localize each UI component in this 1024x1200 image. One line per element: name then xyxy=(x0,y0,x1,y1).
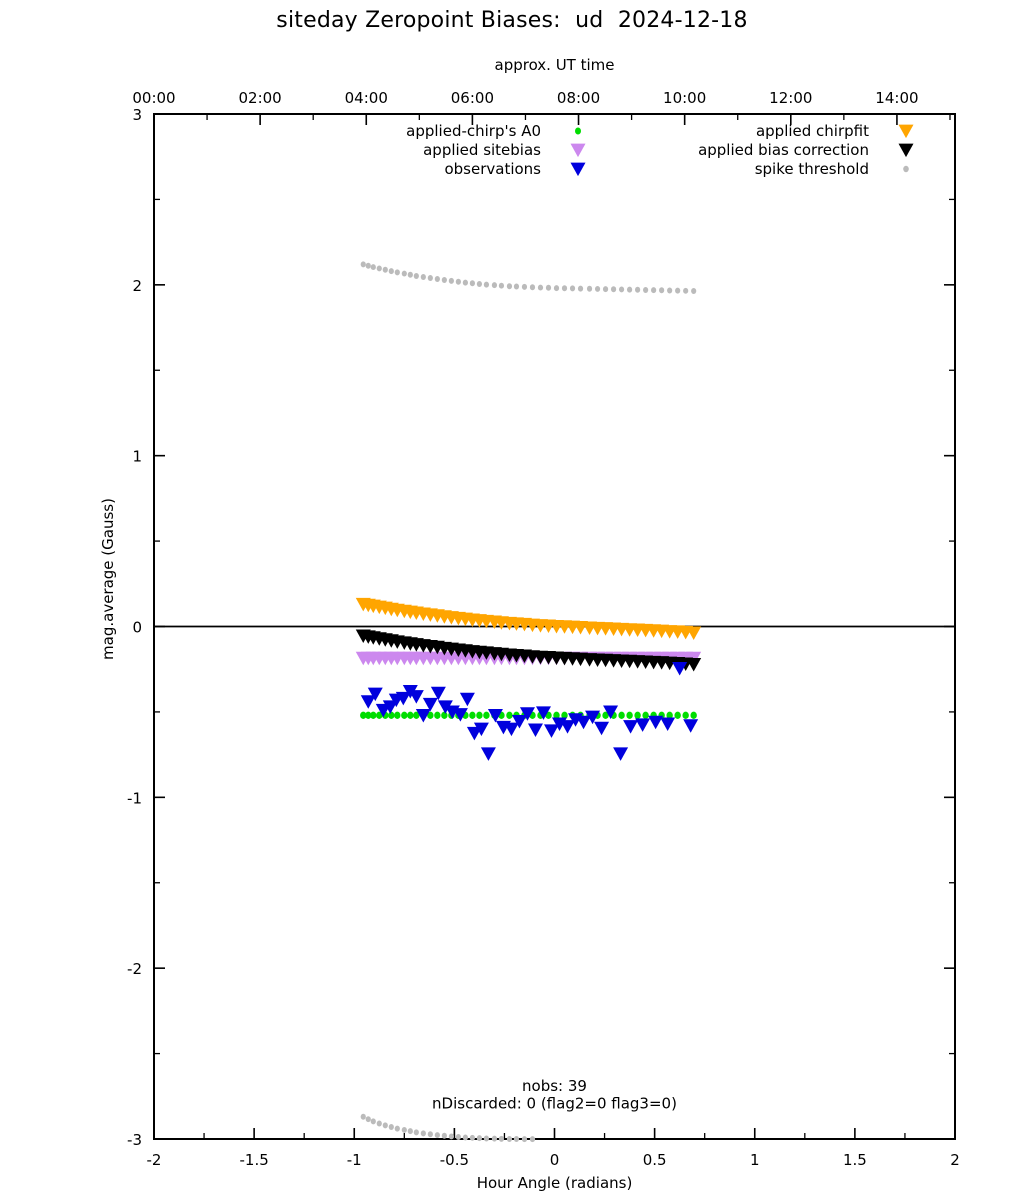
series-observations xyxy=(360,661,699,761)
svg-text:-1: -1 xyxy=(127,789,142,807)
bottom-axis-ticks: -2 -1.5 -1 -0.5 0 0.5 1 1.5 2 xyxy=(147,1128,960,1169)
series-applied-bias-correction xyxy=(355,629,702,672)
x-axis-label: Hour Angle (radians) xyxy=(476,1174,633,1192)
svg-text:1: 1 xyxy=(132,448,142,466)
legend-label: observations xyxy=(444,160,541,178)
svg-text:-2: -2 xyxy=(127,960,142,978)
legend-item-observations[interactable]: observations xyxy=(444,160,586,178)
svg-text:04:00: 04:00 xyxy=(345,89,388,107)
legend-label: applied bias correction xyxy=(698,141,869,159)
legend-label: applied sitebias xyxy=(423,141,541,159)
svg-text:1.5: 1.5 xyxy=(843,1151,867,1169)
page-title: siteday Zeropoint Biases: ud 2024-12-18 xyxy=(276,8,748,33)
annotation-nobs: nobs: 39 xyxy=(522,1077,587,1095)
svg-text:06:00: 06:00 xyxy=(451,89,494,107)
svg-text:00:00: 00:00 xyxy=(132,89,175,107)
series-spike-threshold-upper xyxy=(360,261,697,294)
svg-text:0.5: 0.5 xyxy=(643,1151,667,1169)
svg-text:1: 1 xyxy=(750,1151,760,1169)
legend-label: applied chirpfit xyxy=(756,122,869,140)
legend-item-applied-chirpfit[interactable]: applied chirpfit xyxy=(756,122,914,140)
svg-text:-1: -1 xyxy=(347,1151,362,1169)
svg-text:2: 2 xyxy=(132,277,142,295)
svg-text:0: 0 xyxy=(550,1151,560,1169)
svg-text:-2: -2 xyxy=(147,1151,162,1169)
legend-item-applied-chirp-s-a0[interactable]: applied-chirp's A0 xyxy=(406,122,581,140)
series-spike-threshold-lower xyxy=(360,1113,536,1143)
series-applied-chirpfit xyxy=(355,597,702,640)
data-series-layer xyxy=(355,261,702,1143)
svg-text:-3: -3 xyxy=(127,1131,142,1149)
svg-text:-1.5: -1.5 xyxy=(239,1151,268,1169)
legend-item-applied-sitebias[interactable]: applied sitebias xyxy=(423,141,586,159)
legend-label: spike threshold xyxy=(755,160,869,178)
legend-item-applied-bias-correction[interactable]: applied bias correction xyxy=(698,141,914,159)
top-axis-ticks: 00:00 02:00 04:00 06:00 08:00 10:00 12:00 14:00 xyxy=(132,89,951,125)
y-axis-ticks: 3 2 1 0 -1 -2 -3 xyxy=(127,106,165,1149)
svg-text:2: 2 xyxy=(950,1151,960,1169)
svg-text:0: 0 xyxy=(132,619,142,637)
svg-text:3: 3 xyxy=(132,106,142,124)
legend-label: applied-chirp's A0 xyxy=(406,122,541,140)
svg-text:12:00: 12:00 xyxy=(769,89,812,107)
svg-text:10:00: 10:00 xyxy=(663,89,706,107)
svg-text:-0.5: -0.5 xyxy=(440,1151,469,1169)
svg-text:02:00: 02:00 xyxy=(239,89,282,107)
legend-item-spike-threshold[interactable]: spike threshold xyxy=(755,160,909,178)
top-axis-title: approx. UT time xyxy=(494,56,615,74)
annotation-ndiscarded: nDiscarded: 0 (flag2=0 flag3=0) xyxy=(432,1094,677,1112)
svg-text:14:00: 14:00 xyxy=(875,89,918,107)
svg-text:08:00: 08:00 xyxy=(557,89,600,107)
